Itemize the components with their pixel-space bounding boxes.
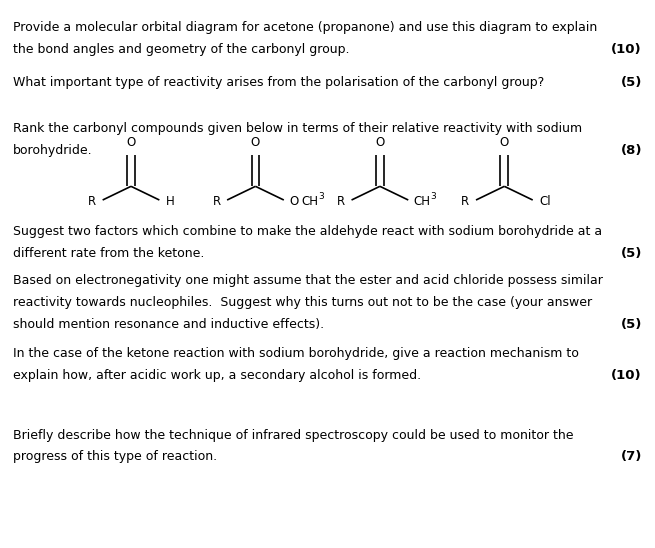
Text: (10): (10) bbox=[611, 43, 642, 56]
Text: Briefly describe how the technique of infrared spectroscopy could be used to mon: Briefly describe how the technique of in… bbox=[13, 429, 574, 442]
Text: O: O bbox=[126, 136, 136, 149]
Text: Rank the carbonyl compounds given below in terms of their relative reactivity wi: Rank the carbonyl compounds given below … bbox=[13, 122, 582, 135]
Text: Suggest two factors which combine to make the aldehyde react with sodium borohyd: Suggest two factors which combine to mak… bbox=[13, 225, 602, 238]
Text: R: R bbox=[88, 195, 96, 208]
Text: R: R bbox=[461, 195, 470, 208]
Text: R: R bbox=[337, 195, 345, 208]
Text: reactivity towards nucleophiles.  Suggest why this turns out not to be the case : reactivity towards nucleophiles. Suggest… bbox=[13, 296, 592, 309]
Text: (5): (5) bbox=[620, 76, 642, 89]
Text: O: O bbox=[289, 195, 298, 208]
Text: different rate from the ketone.: different rate from the ketone. bbox=[13, 247, 204, 260]
Text: (10): (10) bbox=[611, 369, 642, 383]
Text: (5): (5) bbox=[620, 318, 642, 331]
Text: Cl: Cl bbox=[539, 195, 551, 208]
Text: borohydride.: borohydride. bbox=[13, 144, 93, 157]
Text: CH: CH bbox=[301, 195, 318, 208]
Text: In the case of the ketone reaction with sodium borohydride, give a reaction mech: In the case of the ketone reaction with … bbox=[13, 347, 579, 361]
Text: O: O bbox=[500, 136, 509, 149]
Text: (5): (5) bbox=[620, 247, 642, 260]
Text: (8): (8) bbox=[620, 144, 642, 157]
Text: 3: 3 bbox=[430, 192, 436, 201]
Text: the bond angles and geometry of the carbonyl group.: the bond angles and geometry of the carb… bbox=[13, 43, 350, 56]
Text: progress of this type of reaction.: progress of this type of reaction. bbox=[13, 450, 217, 464]
Text: (7): (7) bbox=[620, 450, 642, 464]
Text: What important type of reactivity arises from the polarisation of the carbonyl g: What important type of reactivity arises… bbox=[13, 76, 544, 89]
Text: 3: 3 bbox=[318, 192, 324, 201]
Text: explain how, after acidic work up, a secondary alcohol is formed.: explain how, after acidic work up, a sec… bbox=[13, 369, 421, 383]
Text: should mention resonance and inductive effects).: should mention resonance and inductive e… bbox=[13, 318, 324, 331]
Text: H: H bbox=[166, 195, 175, 208]
Text: CH: CH bbox=[413, 195, 430, 208]
Text: Based on electronegativity one might assume that the ester and acid chloride pos: Based on electronegativity one might ass… bbox=[13, 274, 603, 287]
Text: O: O bbox=[251, 136, 260, 149]
Text: Provide a molecular orbital diagram for acetone (propanone) and use this diagram: Provide a molecular orbital diagram for … bbox=[13, 21, 597, 34]
Text: R: R bbox=[212, 195, 221, 208]
Text: O: O bbox=[375, 136, 384, 149]
